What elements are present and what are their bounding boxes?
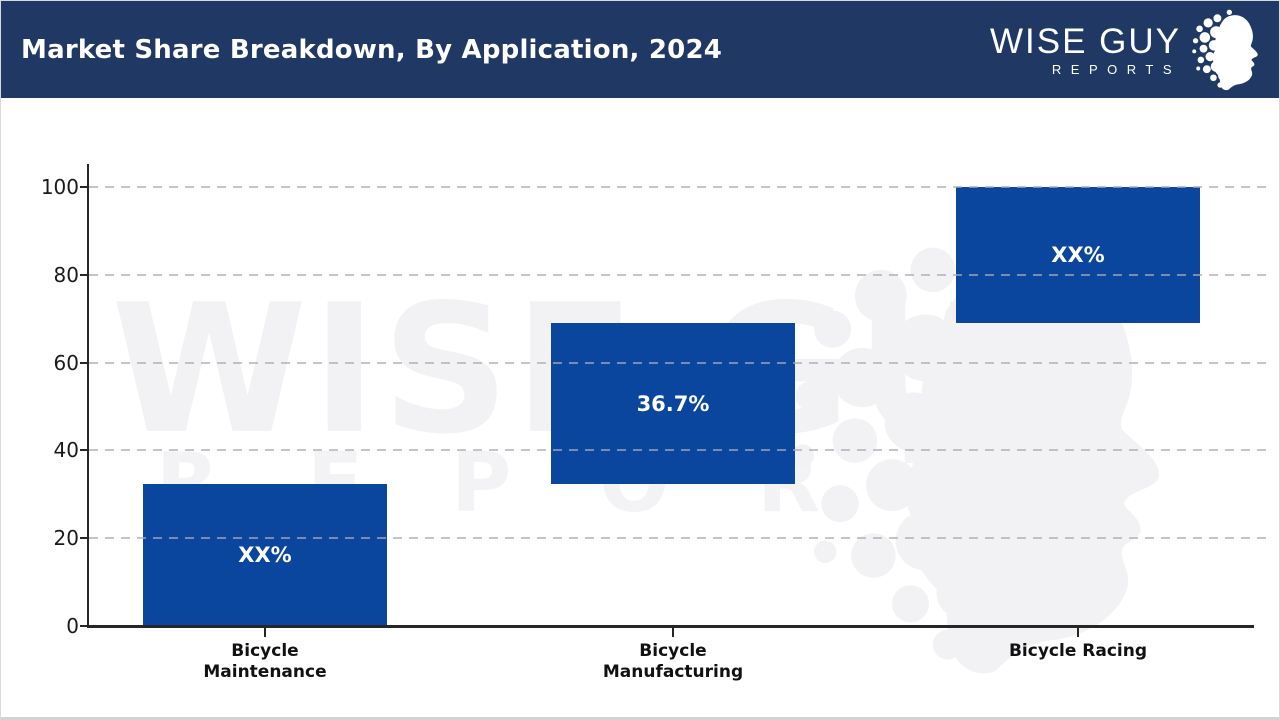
y-tick-label-0: 0 — [66, 614, 79, 638]
logo-text: WISE GUY REPORTS — [990, 24, 1181, 76]
x-category-label-line: Manufacturing — [602, 662, 744, 682]
bar-bicycle-manufacturing: 36.7% — [551, 323, 795, 485]
chart-area: WISE GUY REPORTS 020406080100XX%BicycleM… — [1, 98, 1279, 717]
bar-bicycle-maintenance: XX% — [143, 484, 387, 626]
y-tick-mark-0 — [80, 625, 89, 627]
gridline-100 — [89, 186, 1267, 188]
y-tick-label-40: 40 — [53, 438, 79, 463]
bar-value-label-bicycle-manufacturing: 36.7% — [636, 391, 710, 416]
x-category-label-bicycle-maintenance: Bicycle Maintenance — [105, 641, 425, 683]
bar-value-label-bicycle-racing: XX% — [1051, 243, 1105, 268]
x-category-label-line: Maintenance — [203, 662, 327, 682]
bar-value-label-bicycle-maintenance: XX% — [238, 543, 292, 568]
x-category-label-line: Bicycle Racing — [1008, 641, 1148, 661]
y-tick-mark-80 — [80, 273, 89, 276]
y-tick-label-20: 20 — [53, 526, 79, 551]
x-tick-mark-bicycle-manufacturing — [672, 628, 674, 637]
y-tick-label-100: 100 — [40, 175, 79, 199]
gridline-80 — [89, 273, 1267, 276]
gridline-20 — [89, 537, 1267, 540]
x-category-label-bicycle-racing: Bicycle Racing — [918, 641, 1238, 662]
y-tick-mark-20 — [80, 537, 89, 540]
y-tick-label-60: 60 — [53, 350, 79, 375]
y-axis-line — [87, 164, 89, 628]
y-tick-label-80: 80 — [53, 262, 79, 287]
gridline-40 — [89, 449, 1267, 452]
x-tick-mark-bicycle-racing — [1077, 628, 1079, 637]
logo-face-icon — [1185, 9, 1267, 91]
header-bar: Market Share Breakdown, By Application, … — [1, 1, 1279, 98]
bar-bicycle-racing: XX% — [956, 187, 1200, 324]
logo-subtext: REPORTS — [1051, 61, 1181, 77]
x-category-label-line: Bicycle — [231, 641, 299, 661]
x-category-label-bicycle-manufacturing: Bicycle Manufacturing — [513, 641, 833, 683]
y-tick-mark-40 — [80, 449, 89, 452]
wiseguy-logo: WISE GUY REPORTS — [990, 9, 1267, 91]
x-axis-line — [87, 625, 1254, 628]
gridline-60 — [89, 361, 1267, 364]
x-tick-mark-bicycle-maintenance — [264, 628, 266, 637]
logo-wordmark: WISE GUY — [989, 21, 1181, 61]
y-tick-mark-60 — [80, 361, 89, 364]
x-category-label-line: Bicycle — [639, 641, 707, 661]
chart-title: Market Share Breakdown, By Application, … — [21, 34, 723, 65]
y-tick-mark-100 — [80, 186, 89, 188]
